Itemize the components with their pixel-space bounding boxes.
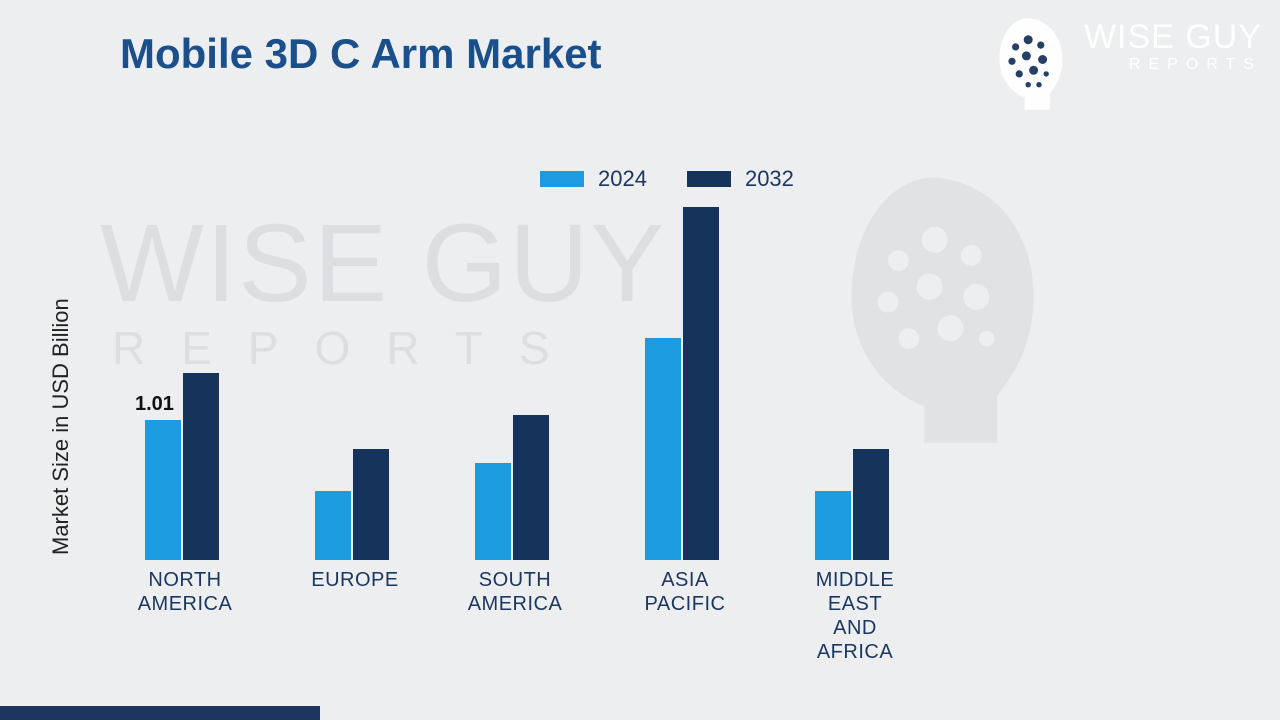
x-axis-label: MIDDLEEASTANDAFRICA xyxy=(785,568,925,664)
x-axis-label: SOUTHAMERICA xyxy=(445,568,585,616)
legend-label-2024: 2024 xyxy=(598,166,647,192)
brand-line2: REPORTS xyxy=(1084,56,1262,74)
bar-2032 xyxy=(513,415,549,560)
brand-head-icon xyxy=(985,14,1075,114)
brand-logo: WISE GUY REPORTS xyxy=(1084,20,1262,74)
x-axis-label: NORTHAMERICA xyxy=(115,568,255,616)
bar-2032 xyxy=(353,449,389,560)
bar-value-label: 1.01 xyxy=(135,393,174,416)
brand-line1: WISE GUY xyxy=(1084,20,1262,54)
legend: 2024 2032 xyxy=(540,166,794,192)
y-axis-label: Market Size in USD Billion xyxy=(48,298,74,555)
x-axis-label: EUROPE xyxy=(285,568,425,592)
bottom-accent-bar xyxy=(0,706,320,720)
chart-title: Mobile 3D C Arm Market xyxy=(120,30,602,78)
x-axis-label: ASIAPACIFIC xyxy=(615,568,755,616)
legend-swatch-2024 xyxy=(540,171,584,187)
chart-stage: WISE GUY REPORTS Mobile 3D C Arm Market … xyxy=(0,0,1280,720)
bar-2024 xyxy=(315,491,351,560)
bar-2024 xyxy=(815,491,851,560)
legend-item-2024: 2024 xyxy=(540,166,647,192)
bar-2024 xyxy=(645,338,681,560)
legend-label-2032: 2032 xyxy=(745,166,794,192)
bar-2032 xyxy=(853,449,889,560)
x-axis-labels: NORTHAMERICA EUROPE SOUTHAMERICA ASIAPACIFI… xyxy=(95,568,925,698)
bar-2024 xyxy=(145,420,181,560)
bar-2024 xyxy=(475,463,511,560)
legend-item-2032: 2032 xyxy=(687,166,794,192)
bar-2032 xyxy=(183,373,219,560)
bar-2032 xyxy=(683,207,719,560)
bar-chart: 1.01 xyxy=(95,200,925,560)
legend-swatch-2032 xyxy=(687,171,731,187)
